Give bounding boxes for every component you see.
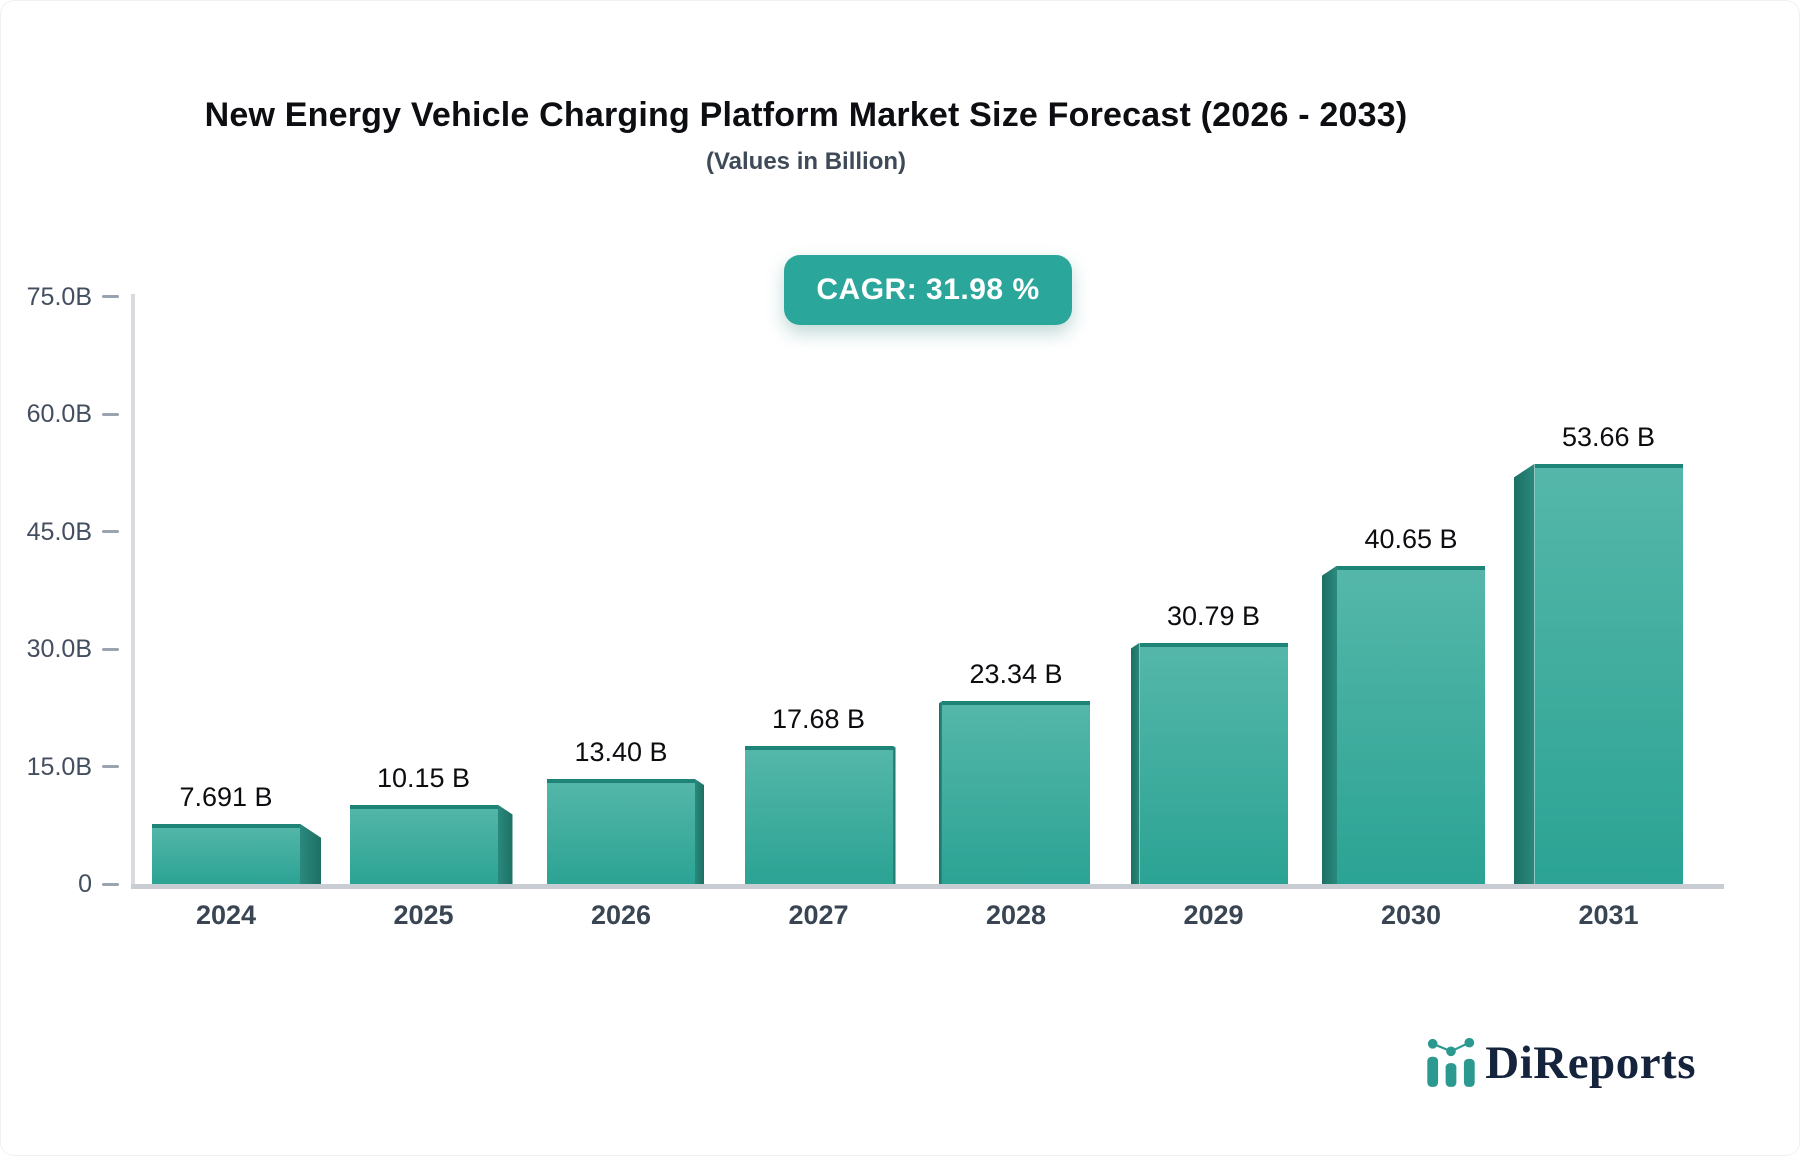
chart-subtitle: (Values in Billion) xyxy=(705,148,907,175)
value-label-2028: 23.34 B xyxy=(969,659,1063,690)
bar-top-edge-2028 xyxy=(942,701,1090,706)
y-tick-dash-60.0B xyxy=(102,412,119,416)
y-tick-dash-0 xyxy=(102,882,119,886)
bar-top-edge-2031 xyxy=(1534,463,1683,468)
y-tick-label-30.0B: 30.0B xyxy=(26,635,92,663)
bar-2025 xyxy=(349,804,498,884)
y-tick-dash-15.0B xyxy=(102,765,119,768)
x-label-2025: 2025 xyxy=(393,900,454,930)
logo-chart-icon xyxy=(1427,1037,1475,1087)
bar-top-edge-2024 xyxy=(152,823,300,828)
y-tick-label-60.0B: 60.0B xyxy=(26,400,92,428)
cagr-badge: CAGR: 31.98 % xyxy=(784,255,1072,325)
value-label-2025: 10.15 B xyxy=(376,762,471,793)
y-tick-dash-45.0B xyxy=(102,530,119,533)
bar-2031 xyxy=(1534,463,1683,884)
cagr-badge-label: CAGR: 31.98 % xyxy=(816,273,1040,306)
value-label-2027: 17.68 B xyxy=(771,703,866,734)
bar-side-2030 xyxy=(1322,565,1337,884)
value-label-2030: 40.65 B xyxy=(1364,523,1458,554)
value-label-2029: 30.79 B xyxy=(1166,600,1261,631)
x-axis-baseline xyxy=(131,884,1724,889)
bar-top-edge-2027 xyxy=(744,745,893,750)
bar-top-edge-2030 xyxy=(1337,565,1485,570)
x-label-2030: 2030 xyxy=(1380,900,1442,930)
bar-side-2024 xyxy=(300,823,321,884)
y-tick-label-75.0B: 75.0B xyxy=(26,282,92,311)
value-label-2031: 53.66 B xyxy=(1561,421,1656,452)
y-tick-label-45.0B: 45.0B xyxy=(26,517,92,546)
x-label-2024: 2024 xyxy=(195,900,257,930)
x-label-2026: 2026 xyxy=(590,900,652,930)
y-tick-dash-75.0B xyxy=(102,295,119,298)
bar-2030 xyxy=(1337,565,1485,884)
bar-top-edge-2029 xyxy=(1139,642,1288,647)
value-label-2024: 7.691 B xyxy=(179,781,273,812)
x-label-2028: 2028 xyxy=(985,900,1047,930)
y-tick-dash-30.0B xyxy=(102,647,119,651)
bar-side-2031 xyxy=(1513,463,1535,884)
bar-top-edge-2025 xyxy=(349,804,498,809)
bar-side-2026 xyxy=(695,779,704,884)
chart-title: New Energy Vehicle Charging Platform Mar… xyxy=(204,96,1408,134)
bar-top-edge-2026 xyxy=(547,779,695,783)
y-axis-line xyxy=(131,294,135,886)
value-label-2026: 13.40 B xyxy=(574,737,668,767)
bar-2026 xyxy=(547,779,695,884)
bar-side-2025 xyxy=(497,804,513,884)
logo-text: DiReports xyxy=(1485,1037,1696,1089)
y-tick-label-15.0B: 15.0B xyxy=(26,752,92,781)
bar-2029 xyxy=(1139,642,1288,884)
y-tick-label-0: 0 xyxy=(78,870,92,898)
bar-side-2028 xyxy=(939,701,942,884)
bar-side-2027 xyxy=(892,745,896,884)
x-label-2031: 2031 xyxy=(1578,900,1639,930)
bar-2024 xyxy=(152,823,300,884)
bar-side-2029 xyxy=(1130,642,1140,884)
x-label-2027: 2027 xyxy=(788,900,849,930)
brand-logo: DiReports xyxy=(1425,1030,1696,1092)
bar-2028 xyxy=(942,701,1090,884)
bar-2027 xyxy=(744,745,893,884)
x-label-2029: 2029 xyxy=(1183,900,1244,930)
